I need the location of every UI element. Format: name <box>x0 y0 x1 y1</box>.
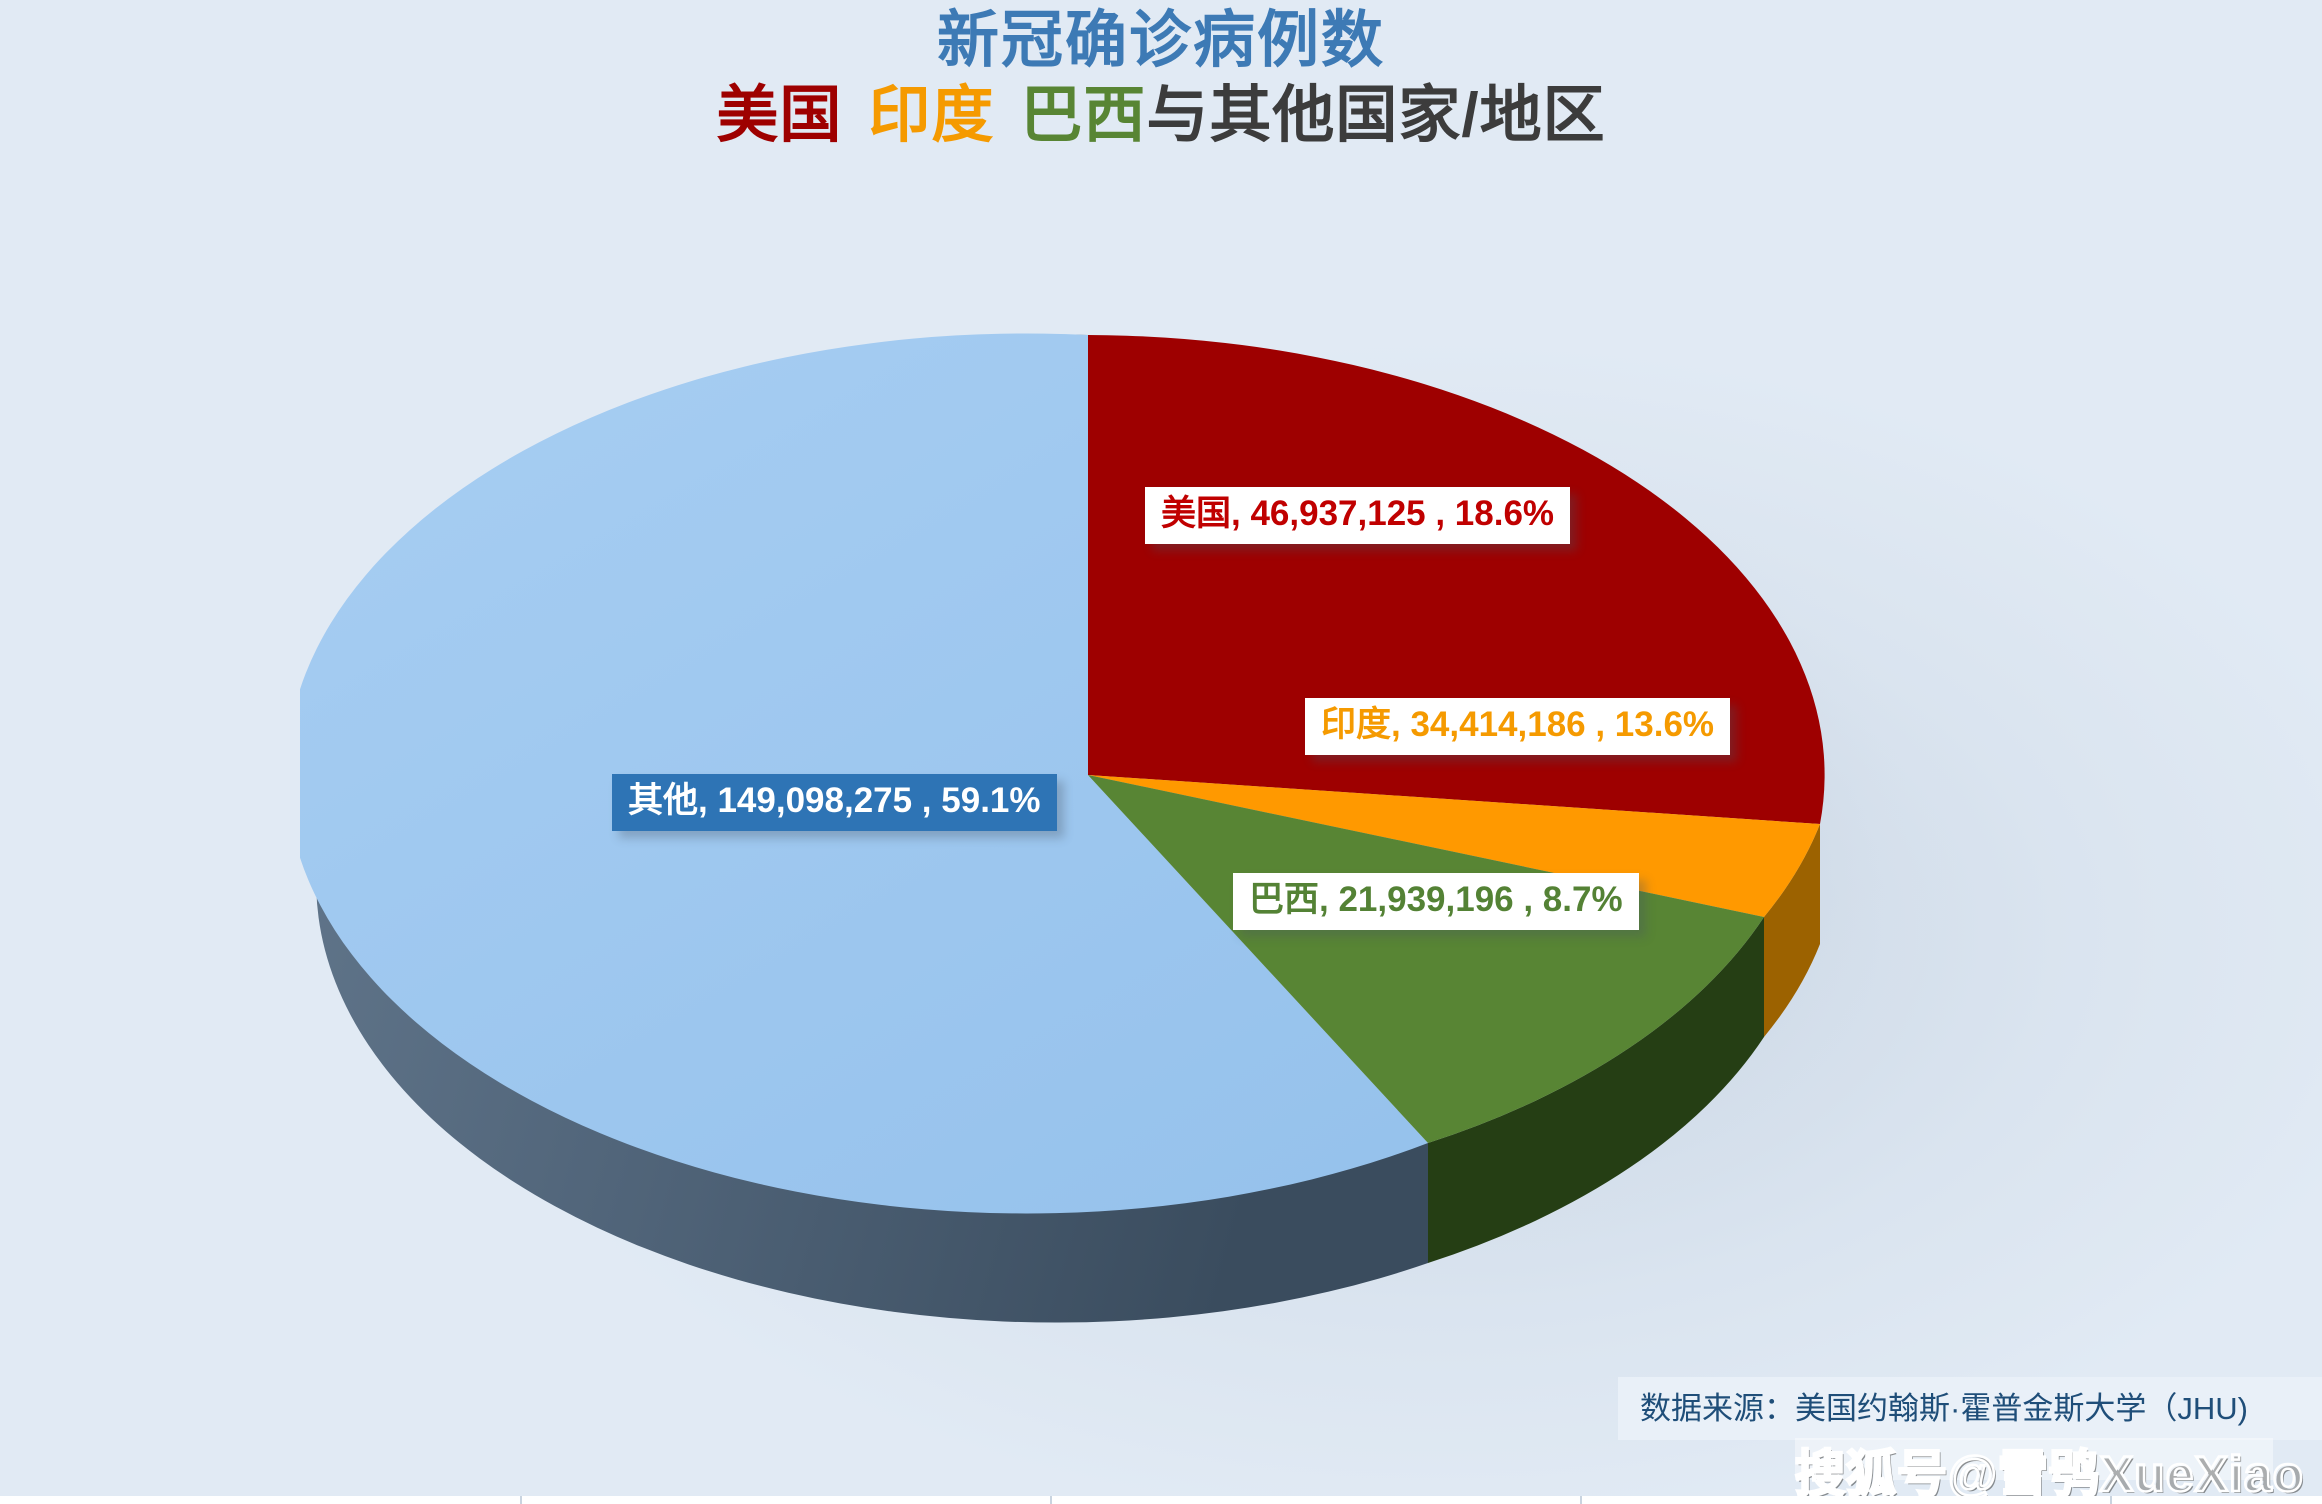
pie-slice-brazil <box>1088 775 1764 1143</box>
watermark-outline: 搜狐号@雪鸮XueXiao <box>1794 1434 2305 1504</box>
chart-subtitle: 美国 印度 巴西与其他国家/地区 <box>0 83 2322 148</box>
subtitle-segment-brazil: 巴西 <box>1020 81 1147 151</box>
data-label-us: 美国, 46,937,125 , 18.6% <box>1145 487 1571 544</box>
pie-chart-svg <box>300 333 1960 1323</box>
watermark-text: 搜狐号@雪鸮XueXiao <box>1794 1445 2305 1504</box>
data-label-us-text: 美国, 46,937,125 , 18.6% <box>1161 494 1555 533</box>
watermark-fill: 搜狐号@雪鸮XueXiao <box>1795 1434 2304 1504</box>
data-label-india-text: 印度, 34,414,186 , 13.6% <box>1321 705 1715 744</box>
data-label-brazil-text: 巴西, 21,939,196 , 8.7% <box>1249 880 1623 919</box>
data-label-india: 印度, 34,414,186 , 13.6% <box>1305 698 1731 755</box>
watermark-fill-text: 搜狐号@雪鸮XueXiao <box>1795 1446 2305 1502</box>
data-label-others-text: 其他, 149,098,275 , 59.1% <box>628 781 1041 820</box>
pie-chart <box>300 195 1960 1325</box>
chart-header: 新冠确诊病例数 美国 印度 巴西与其他国家/地区 <box>0 8 2322 148</box>
page-title: 新冠确诊病例数 <box>936 6 1385 75</box>
bottom-ticks <box>0 1496 2322 1504</box>
pie-side-brazil <box>1428 917 1764 1263</box>
pie-side-india <box>1764 824 1820 1037</box>
subtitle-segment-others: 与其他国家/地区 <box>1146 81 1606 151</box>
watermark-band <box>1795 1438 2273 1480</box>
data-label-brazil: 巴西, 21,939,196 , 8.7% <box>1233 873 1639 930</box>
subtitle-segment-india: 印度 <box>868 81 995 151</box>
source-note: 数据来源：美国约翰斯·霍普金斯大学（JHU) <box>1618 1377 2322 1440</box>
subtitle-segment-us: 美国 <box>716 81 843 151</box>
data-label-others: 其他, 149,098,275 , 59.1% <box>612 774 1057 831</box>
pie-slice-others <box>300 333 1428 1214</box>
bottom-strip <box>0 1496 2322 1504</box>
source-note-text: 数据来源：美国约翰斯·霍普金斯大学（JHU) <box>1640 1391 2248 1426</box>
